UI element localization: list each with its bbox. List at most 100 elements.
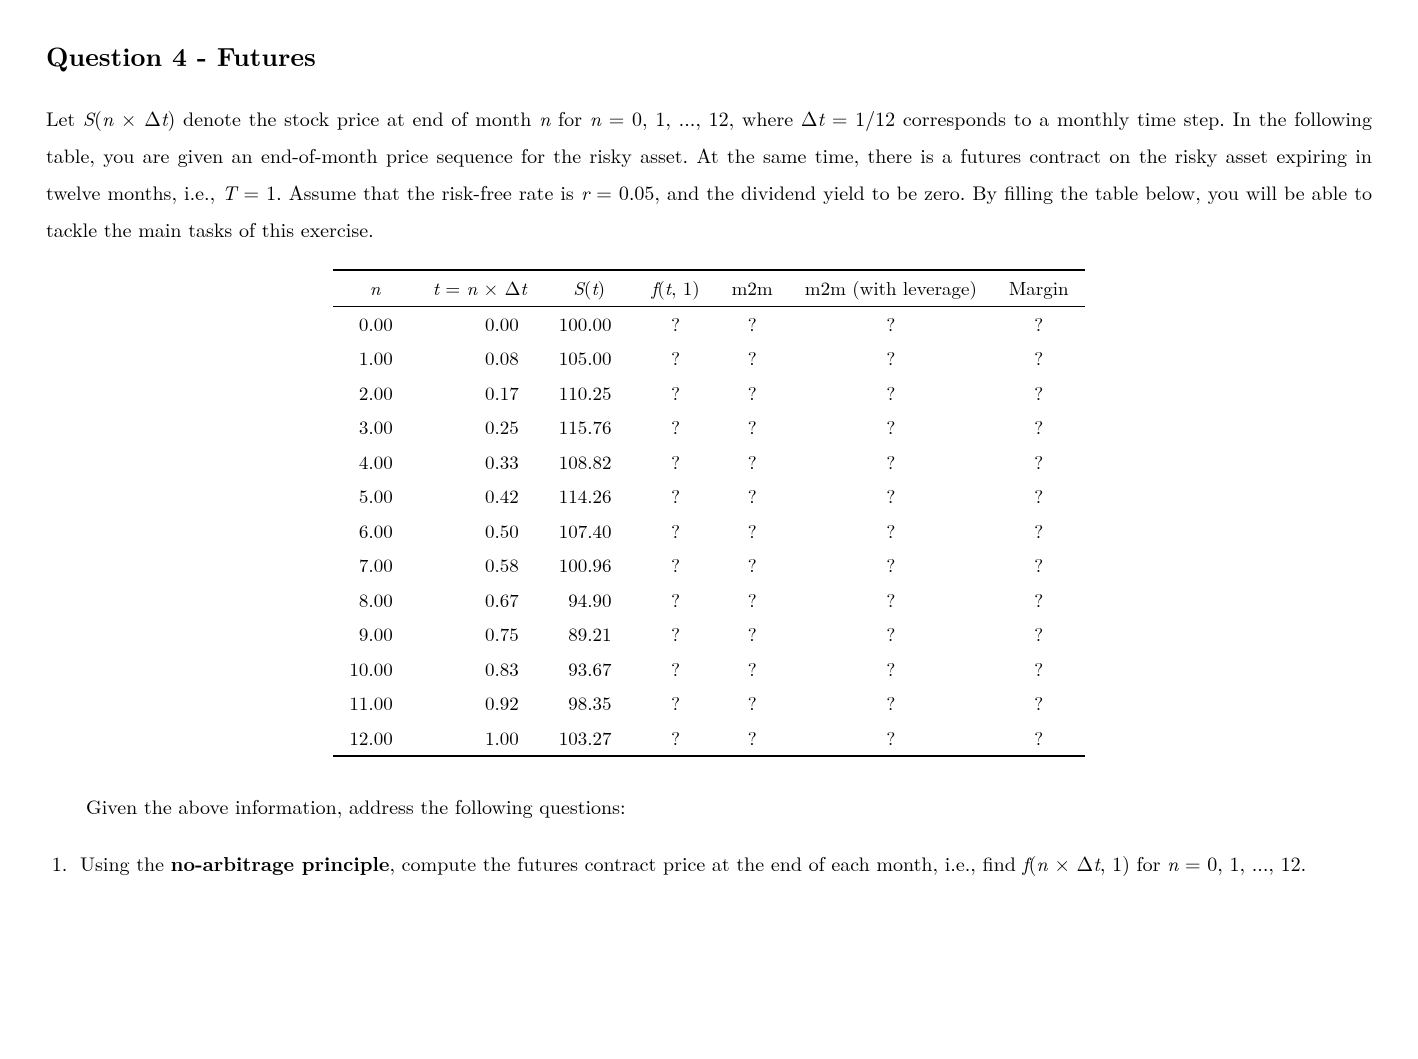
table-cell: 107.40 xyxy=(543,514,636,549)
table-cell: 0.08 xyxy=(417,341,543,376)
table-cell: 2.00 xyxy=(333,376,416,411)
table-cell: ? xyxy=(993,479,1085,514)
table-cell: ? xyxy=(993,341,1085,376)
table-cell: ? xyxy=(993,410,1085,445)
table-cell: ? xyxy=(716,514,789,549)
table-cell: 1.00 xyxy=(333,341,416,376)
table-cell: ? xyxy=(789,479,993,514)
col-header-4: m2m xyxy=(716,270,789,306)
table-cell: 103.27 xyxy=(543,721,636,757)
table-cell: ? xyxy=(789,686,993,721)
table-cell: 0.42 xyxy=(417,479,543,514)
table-row: 6.000.50107.40???? xyxy=(333,514,1084,549)
table-row: 11.000.9298.35???? xyxy=(333,686,1084,721)
table-cell: ? xyxy=(789,583,993,618)
table-cell: 6.00 xyxy=(333,514,416,549)
table-cell: ? xyxy=(636,306,716,341)
table-row: 10.000.8393.67???? xyxy=(333,652,1084,687)
table-row: 7.000.58100.96???? xyxy=(333,548,1084,583)
table-cell: ? xyxy=(993,376,1085,411)
col-header-6: Margin xyxy=(993,270,1085,306)
col-header-2: S(t) xyxy=(543,270,636,306)
table-cell: 10.00 xyxy=(333,652,416,687)
table-cell: ? xyxy=(636,652,716,687)
table-row: 3.000.25115.76???? xyxy=(333,410,1084,445)
table-cell: ? xyxy=(716,583,789,618)
table-cell: ? xyxy=(716,410,789,445)
table-cell: 0.17 xyxy=(417,376,543,411)
table-cell: ? xyxy=(636,410,716,445)
table-cell: 93.67 xyxy=(543,652,636,687)
table-cell: 115.76 xyxy=(543,410,636,445)
table-row: 12.001.00103.27???? xyxy=(333,721,1084,757)
table-cell: 12.00 xyxy=(333,721,416,757)
table-cell: 100.96 xyxy=(543,548,636,583)
table-cell: ? xyxy=(636,376,716,411)
table-cell: 0.50 xyxy=(417,514,543,549)
table-cell: ? xyxy=(789,341,993,376)
table-cell: ? xyxy=(636,341,716,376)
table-cell: 0.00 xyxy=(417,306,543,341)
table-cell: ? xyxy=(716,445,789,480)
table-cell: 89.21 xyxy=(543,617,636,652)
table-cell: ? xyxy=(716,376,789,411)
table-cell: ? xyxy=(789,410,993,445)
table-cell: ? xyxy=(636,583,716,618)
table-cell: ? xyxy=(716,479,789,514)
col-header-5: m2m (with leverage) xyxy=(789,270,993,306)
table-cell: 0.75 xyxy=(417,617,543,652)
table-header-row: nt = n × ΔtS(t)f(t, 1)m2mm2m (with lever… xyxy=(333,270,1084,306)
table-cell: 94.90 xyxy=(543,583,636,618)
table-cell: ? xyxy=(636,445,716,480)
table-cell: 0.00 xyxy=(333,306,416,341)
table-cell: 7.00 xyxy=(333,548,416,583)
table-row: 2.000.17110.25???? xyxy=(333,376,1084,411)
table-row: 5.000.42114.26???? xyxy=(333,479,1084,514)
table-cell: ? xyxy=(993,548,1085,583)
table-cell: 0.83 xyxy=(417,652,543,687)
table-row: 1.000.08105.00???? xyxy=(333,341,1084,376)
table-row: 8.000.6794.90???? xyxy=(333,583,1084,618)
table-cell: ? xyxy=(789,721,993,757)
table-cell: 0.25 xyxy=(417,410,543,445)
followup-text: Given the above information, address the… xyxy=(86,787,1372,824)
table-cell: ? xyxy=(993,306,1085,341)
table-cell: 9.00 xyxy=(333,617,416,652)
question-heading: Question 4 - Futures xyxy=(46,36,1372,75)
table-cell: ? xyxy=(789,306,993,341)
table-cell: ? xyxy=(716,721,789,757)
table-cell: ? xyxy=(636,721,716,757)
table-row: 9.000.7589.21???? xyxy=(333,617,1084,652)
table-row: 0.000.00100.00???? xyxy=(333,306,1084,341)
col-header-1: t = n × Δt xyxy=(417,270,543,306)
table-cell: 100.00 xyxy=(543,306,636,341)
col-header-0: n xyxy=(333,270,416,306)
futures-table: nt = n × ΔtS(t)f(t, 1)m2mm2m (with lever… xyxy=(333,269,1084,757)
table-cell: ? xyxy=(993,721,1085,757)
task-list: Using the no-arbitrage principle, comput… xyxy=(46,844,1372,881)
table-cell: 4.00 xyxy=(333,445,416,480)
table-cell: 0.58 xyxy=(417,548,543,583)
table-cell: ? xyxy=(716,548,789,583)
table-cell: ? xyxy=(789,514,993,549)
table-cell: 1.00 xyxy=(417,721,543,757)
table-cell: 8.00 xyxy=(333,583,416,618)
table-cell: ? xyxy=(789,652,993,687)
table-cell: ? xyxy=(789,376,993,411)
table-cell: ? xyxy=(789,617,993,652)
table-cell: 108.82 xyxy=(543,445,636,480)
table-cell: ? xyxy=(716,341,789,376)
table-cell: 114.26 xyxy=(543,479,636,514)
table-cell: 5.00 xyxy=(333,479,416,514)
table-container: nt = n × ΔtS(t)f(t, 1)m2mm2m (with lever… xyxy=(46,269,1372,757)
table-cell: ? xyxy=(716,306,789,341)
table-cell: ? xyxy=(636,479,716,514)
table-cell: 0.33 xyxy=(417,445,543,480)
table-cell: ? xyxy=(993,686,1085,721)
table-cell: ? xyxy=(716,686,789,721)
table-cell: ? xyxy=(716,617,789,652)
table-cell: 105.00 xyxy=(543,341,636,376)
table-cell: ? xyxy=(993,617,1085,652)
table-cell: 0.67 xyxy=(417,583,543,618)
table-cell: 110.25 xyxy=(543,376,636,411)
